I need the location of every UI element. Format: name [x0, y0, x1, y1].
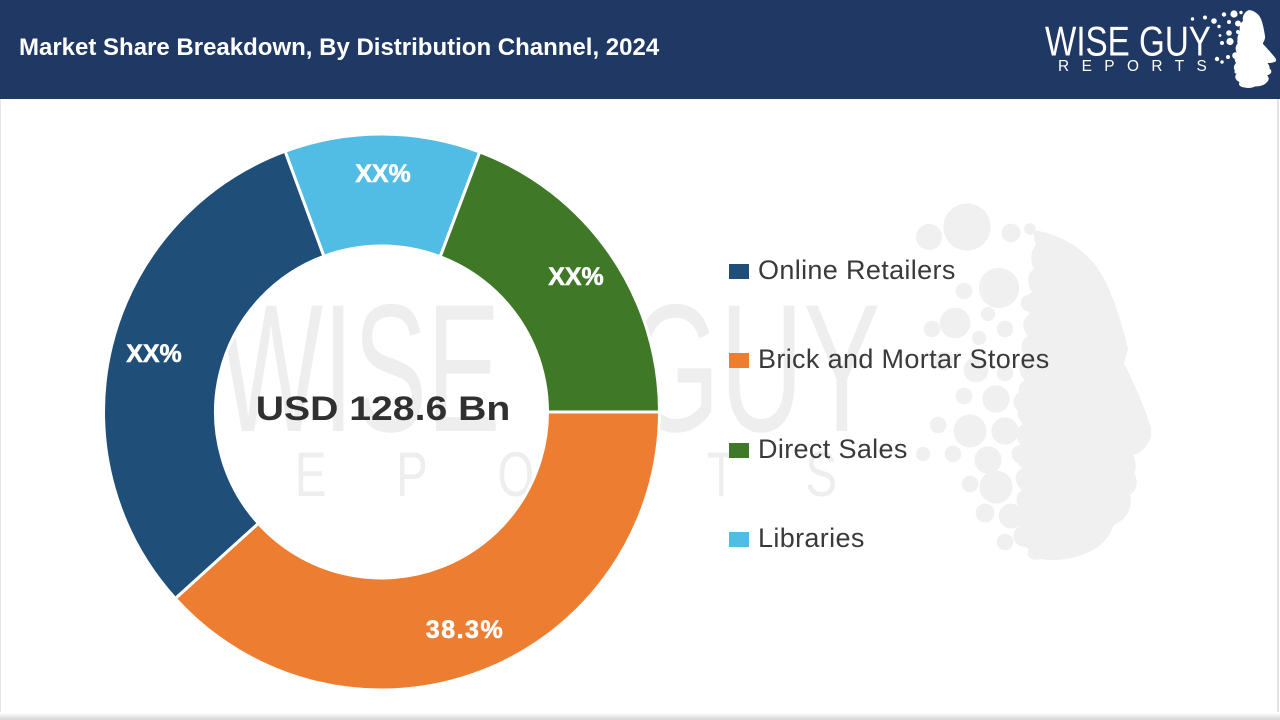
- svg-text:REPORTS: REPORTS: [1058, 58, 1219, 75]
- svg-text:XX%: XX%: [548, 263, 604, 291]
- svg-text:XX%: XX%: [126, 340, 182, 368]
- svg-text:USD 128.6 Bn: USD 128.6 Bn: [256, 389, 511, 427]
- svg-text:38.3%: 38.3%: [426, 616, 504, 644]
- svg-text:WISE: WISE: [219, 266, 500, 469]
- svg-text:XX%: XX%: [355, 160, 411, 188]
- svg-text:WISE GUY: WISE GUY: [1045, 18, 1211, 64]
- svg-text:GUY: GUY: [630, 267, 880, 470]
